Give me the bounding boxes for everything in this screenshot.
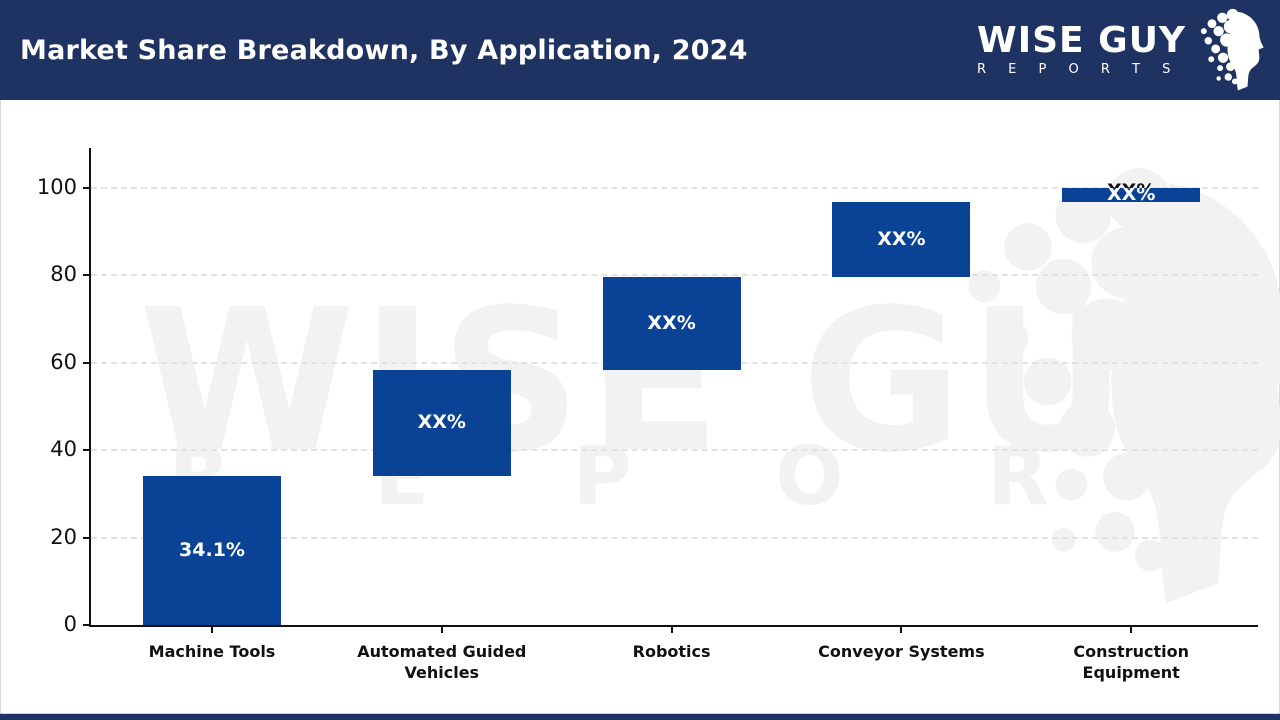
logo-text: WISE GUY R E P O R T S [976, 20, 1186, 78]
y-tick-mark [83, 449, 89, 451]
watermark-head-icon [921, 160, 1280, 619]
y-gridline [91, 449, 1258, 451]
footer-bar [0, 713, 1280, 720]
category-label: Conveyor Systems [818, 642, 985, 661]
y-tick-label: 20 [50, 524, 77, 549]
y-gridline [91, 536, 1258, 539]
logo-subtext: R E P O R T S [976, 62, 1180, 77]
y-tick-label: 100 [36, 174, 77, 199]
category-label: Machine Tools [148, 642, 276, 661]
category-label: Construction Equipment [1073, 642, 1189, 682]
x-tick-mark [211, 627, 213, 633]
y-tick-label: 60 [50, 349, 77, 374]
page-title: Market Share Breakdown, By Application, … [20, 34, 748, 66]
category-label: Automated Guided Vehicles [357, 642, 527, 682]
y-tick-mark [83, 536, 89, 539]
y-tick-label: 80 [50, 262, 77, 286]
y-axis-line [89, 148, 91, 627]
bar-segment: XX% [832, 202, 971, 277]
bar-segment: 34.1% [143, 475, 281, 625]
chart-area: WISE GUY R E P O R T S 02040608010034.1%… [0, 100, 1280, 713]
y-tick-mark [83, 186, 89, 189]
x-tick-mark [1130, 627, 1133, 633]
x-tick-mark [440, 627, 443, 633]
head-profile-icon [1192, 6, 1266, 94]
header-bar: Market Share Breakdown, By Application, … [0, 0, 1280, 100]
y-gridline [91, 274, 1258, 276]
x-axis-line [89, 625, 1258, 627]
y-tick-label: 0 [63, 612, 77, 636]
bar-value-label: XX% [647, 311, 696, 334]
logo-wordmark: WISE GUY [976, 20, 1186, 61]
bar-segment: XX% [372, 369, 511, 476]
bar-value-label: XX% [1107, 187, 1156, 203]
bar-segment: XX% [602, 276, 741, 370]
y-tick-mark [83, 274, 89, 276]
x-tick-mark [900, 627, 903, 633]
y-tick-mark [83, 361, 89, 364]
bar-value-label: XX% [417, 411, 466, 434]
bar-segment: XX% [1062, 187, 1201, 203]
bar-value-label: 34.1% [179, 538, 245, 561]
y-gridline [91, 186, 1258, 189]
y-tick-mark [83, 624, 89, 626]
category-label: Robotics [632, 642, 711, 661]
bar-value-label: XX% [877, 228, 926, 251]
x-tick-mark [670, 627, 673, 633]
y-tick-label: 40 [50, 437, 77, 461]
wise-guy-logo: WISE GUY R E P O R T S [977, 6, 1266, 94]
